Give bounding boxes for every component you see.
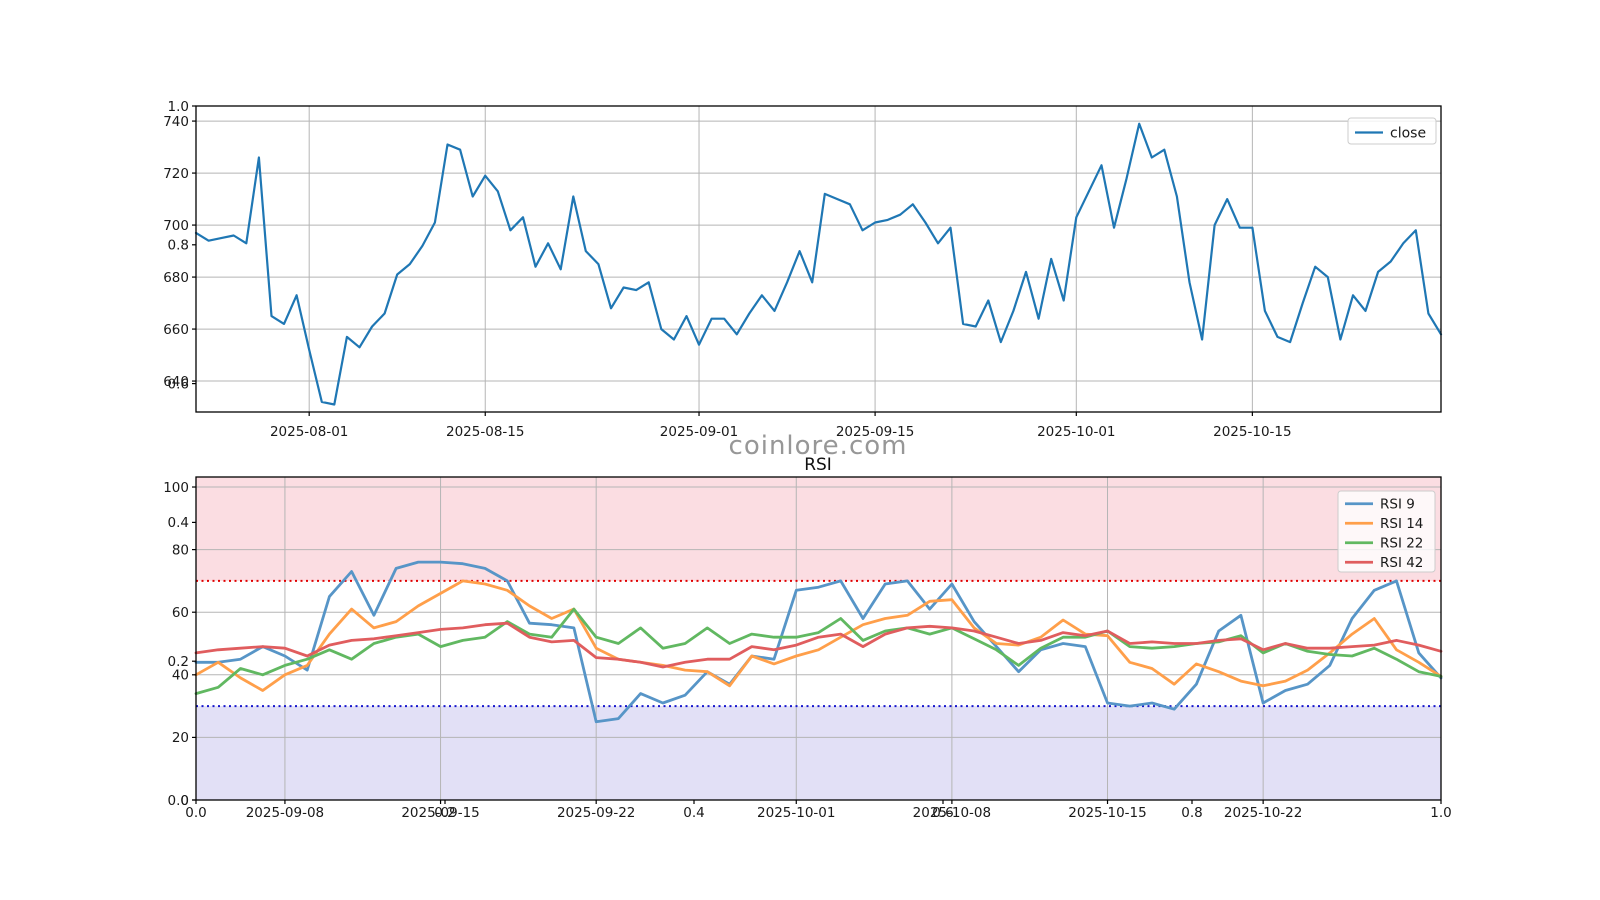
overlay-x-tick-label: 0.8 — [1181, 805, 1202, 821]
x-tick-label: 2025-10-01 — [757, 805, 835, 821]
rsi-legend — [1337, 490, 1436, 573]
x-tick-label: 2025-09-01 — [660, 424, 738, 440]
y-tick-label: 740 — [163, 114, 189, 130]
oversold-band — [196, 706, 1441, 800]
overlay-y-tick-label: 1.0 — [168, 99, 189, 115]
x-tick-label: 2025-08-15 — [446, 424, 524, 440]
x-tick-label: 2025-08-01 — [270, 424, 348, 440]
y-tick-label: 40 — [172, 668, 189, 684]
x-tick-label: 2025-09-22 — [557, 805, 635, 821]
overlay-y-tick-label: 0.4 — [168, 515, 189, 531]
rsi-14-line — [194, 579, 1443, 692]
legend-label: RSI 22 — [1380, 536, 1423, 552]
overlay-x-tick-label: 1.0 — [1430, 805, 1451, 821]
x-tick-label: 2025-10-08 — [913, 805, 991, 821]
rsi-9-line — [194, 560, 1443, 724]
y-tick-label: 700 — [163, 218, 189, 234]
axes-spine — [195, 476, 1442, 801]
x-tick-label: 2025-10-01 — [1037, 424, 1115, 440]
x-tick-label: 2025-10-15 — [1213, 424, 1291, 440]
overlay-y-tick-label: 0.8 — [168, 238, 189, 254]
overlay-x-tick-label: 0.0 — [185, 805, 206, 821]
rsi-42-line — [194, 621, 1443, 669]
watermark: coinlore.com — [728, 431, 908, 461]
legend-label: close — [1390, 125, 1426, 141]
overlay-x-tick-label: 0.6 — [932, 805, 953, 821]
legend-label: RSI 14 — [1380, 516, 1423, 532]
rsi-chart-title: RSI — [804, 455, 832, 475]
y-tick-label: 640 — [163, 374, 189, 390]
y-tick-label: 20 — [172, 730, 189, 746]
axes-spine — [195, 105, 1442, 413]
y-tick-label: 0 — [180, 793, 189, 809]
overlay-y-tick-label: 0.2 — [168, 654, 189, 670]
overlay-y-tick-label: 0.6 — [168, 376, 189, 392]
legend-label: RSI 9 — [1380, 497, 1415, 513]
overlay-y-tick-label: 0.0 — [168, 793, 189, 809]
x-tick-label: 2025-09-08 — [246, 805, 324, 821]
x-tick-label: 2025-09-15 — [836, 424, 914, 440]
y-tick-label: 720 — [163, 166, 189, 182]
overbought-band — [196, 477, 1441, 581]
x-tick-label: 2025-09-15 — [401, 805, 479, 821]
overlay-x-tick-label: 0.2 — [434, 805, 455, 821]
y-tick-label: 80 — [172, 542, 189, 558]
x-tick-label: 2025-10-15 — [1068, 805, 1146, 821]
price-legend — [1347, 117, 1437, 145]
y-tick-label: 100 — [163, 480, 189, 496]
y-tick-label: 660 — [163, 322, 189, 338]
y-tick-label: 680 — [163, 270, 189, 286]
close-line — [194, 122, 1443, 406]
overlay-x-tick-label: 0.4 — [683, 805, 704, 821]
rsi-22-line — [194, 607, 1443, 695]
legend-label: RSI 42 — [1380, 555, 1423, 571]
y-tick-label: 60 — [172, 605, 189, 621]
x-tick-label: 2025-10-22 — [1224, 805, 1302, 821]
